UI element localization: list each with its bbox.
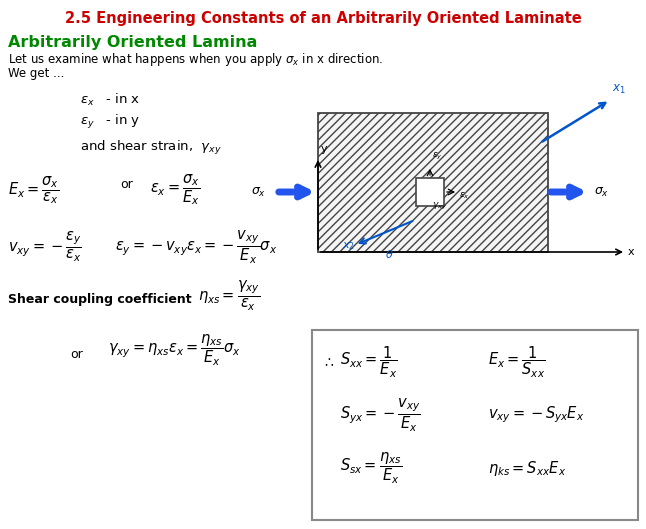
Text: $S_{sx} = \dfrac{\eta_{xs}}{E_x}$: $S_{sx} = \dfrac{\eta_{xs}}{E_x}$: [340, 450, 402, 486]
Text: $v_{xy} = -\dfrac{\varepsilon_y}{\varepsilon_x}$: $v_{xy} = -\dfrac{\varepsilon_y}{\vareps…: [8, 230, 81, 264]
Text: We get ...: We get ...: [8, 68, 65, 80]
Text: $\eta_{xs} = \dfrac{\gamma_{xy}}{\varepsilon_x}$: $\eta_{xs} = \dfrac{\gamma_{xy}}{\vareps…: [198, 279, 260, 313]
Text: $\sigma_x$: $\sigma_x$: [251, 186, 266, 198]
Text: Let us examine what happens when you apply $\sigma_x$ in x direction.: Let us examine what happens when you app…: [8, 51, 383, 68]
Text: or: or: [120, 178, 132, 190]
Text: $S_{yx} = -\dfrac{v_{xy}}{E_x}$: $S_{yx} = -\dfrac{v_{xy}}{E_x}$: [340, 396, 421, 434]
Text: $E_x = \dfrac{\sigma_x}{\varepsilon_x}$: $E_x = \dfrac{\sigma_x}{\varepsilon_x}$: [8, 174, 59, 206]
Text: $E_x = \dfrac{1}{S_{xx}}$: $E_x = \dfrac{1}{S_{xx}}$: [488, 344, 546, 380]
Text: and shear strain,  $\gamma_{xy}$: and shear strain, $\gamma_{xy}$: [80, 139, 222, 157]
Text: $\gamma_{xy}$: $\gamma_{xy}$: [432, 200, 447, 212]
Bar: [416, 178, 444, 206]
Text: $\varepsilon_x = \dfrac{\sigma_x}{E_x}$: $\varepsilon_x = \dfrac{\sigma_x}{E_x}$: [150, 172, 200, 207]
Text: $\varepsilon_x$: $\varepsilon_x$: [459, 191, 470, 201]
Text: $\therefore$: $\therefore$: [322, 355, 335, 369]
Text: $\sigma_x$: $\sigma_x$: [594, 186, 609, 198]
Text: $x_2$: $x_2$: [342, 240, 355, 252]
Bar: [318, 113, 548, 252]
Text: $\varepsilon_y$   - in y: $\varepsilon_y$ - in y: [80, 113, 140, 131]
Text: $\gamma_{xy} = \eta_{xs}\varepsilon_x = \dfrac{\eta_{xs}}{E_x}\sigma_x$: $\gamma_{xy} = \eta_{xs}\varepsilon_x = …: [108, 332, 241, 368]
Text: $v_{xy} = -S_{yx}E_x$: $v_{xy} = -S_{yx}E_x$: [488, 405, 585, 425]
Text: $\eta_{ks} = S_{xx}E_x$: $\eta_{ks} = S_{xx}E_x$: [488, 459, 566, 478]
Text: y: y: [321, 144, 328, 154]
Text: Shear coupling coefficient: Shear coupling coefficient: [8, 294, 192, 306]
Bar: [312, 330, 638, 520]
Text: $\varepsilon_x$   - in x: $\varepsilon_x$ - in x: [80, 92, 140, 108]
Text: 2.5 Engineering Constants of an Arbitrarily Oriented Laminate: 2.5 Engineering Constants of an Arbitrar…: [65, 11, 581, 25]
Text: $\varepsilon_y = -v_{xy}\varepsilon_x = -\dfrac{v_{xy}}{E_x}\sigma_x$: $\varepsilon_y = -v_{xy}\varepsilon_x = …: [115, 229, 277, 266]
Text: or: or: [70, 349, 83, 361]
Text: Arbitrarily Oriented Lamina: Arbitrarily Oriented Lamina: [8, 34, 257, 50]
Text: x: x: [628, 247, 634, 257]
Text: $\varepsilon_y$: $\varepsilon_y$: [432, 151, 443, 162]
Text: $x_1$: $x_1$: [612, 83, 626, 96]
Text: $\theta$: $\theta$: [385, 248, 393, 260]
Text: $S_{xx} = \dfrac{1}{E_x}$: $S_{xx} = \dfrac{1}{E_x}$: [340, 344, 397, 380]
